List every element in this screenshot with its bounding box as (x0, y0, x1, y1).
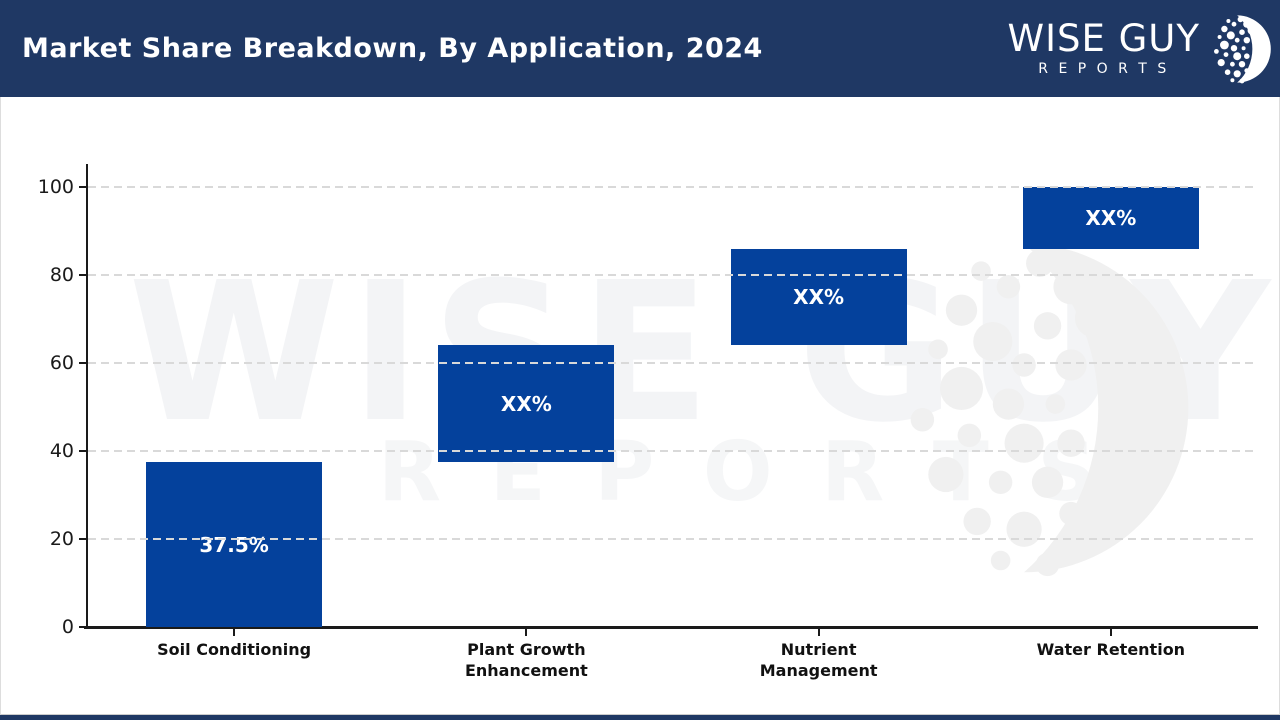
y-tick-mark (79, 274, 87, 276)
y-tick-label: 0 (61, 616, 74, 638)
bar-value-label: XX% (793, 284, 845, 309)
gridline (88, 186, 1257, 188)
x-tick-mark (525, 629, 528, 636)
logo-subtitle: R E P O R T S (1038, 61, 1170, 77)
y-tick-label: 100 (37, 176, 74, 198)
y-tick-label: 80 (49, 264, 74, 286)
logo-face-icon (1214, 14, 1271, 83)
x-tick-mark (1109, 629, 1112, 636)
page-title: Market Share Breakdown, By Application, … (22, 33, 763, 64)
category-label-line: Water Retention (1036, 640, 1186, 659)
category-label: Soil Conditioning (88, 639, 380, 660)
category-label: Water Retention (965, 639, 1257, 660)
gridline (88, 538, 1257, 540)
bar-value-label: XX% (1085, 205, 1137, 230)
gridline (88, 274, 1257, 276)
category-label-line: Nutrient (780, 640, 857, 659)
category-label-line: Plant Growth (467, 640, 586, 659)
logo-text: WISE GUY R E P O R T S (1007, 17, 1200, 78)
wiseguy-logo: WISE GUY R E P O R T S (1008, 0, 1274, 97)
header: Market Share Breakdown, By Application, … (0, 0, 1280, 97)
y-axis (86, 164, 88, 629)
y-tick-mark (79, 186, 87, 188)
bar: XX% (438, 345, 615, 462)
y-tick-mark (79, 626, 87, 628)
footer-bar (0, 715, 1280, 720)
bar-value-label: XX% (500, 391, 552, 416)
x-tick-mark (233, 629, 236, 636)
gridline (88, 450, 1257, 452)
category-label-line: Enhancement (464, 661, 588, 680)
y-tick-mark (79, 362, 87, 364)
category-label-line: Soil Conditioning (157, 640, 312, 659)
y-tick-label: 60 (49, 352, 74, 374)
category-label-line: Management (759, 661, 878, 680)
bar: 37.5% (146, 462, 323, 627)
y-tick-mark (79, 450, 87, 452)
gridline (88, 362, 1257, 364)
x-tick-mark (817, 629, 820, 636)
category-label: Nutrient Management (673, 639, 965, 681)
bar: XX% (730, 248, 907, 346)
x-axis (84, 626, 1258, 629)
bar: XX% (1022, 187, 1199, 249)
category-label: Plant Growth Enhancement (380, 639, 672, 681)
logo-wordmark: WISE GUY (1007, 17, 1200, 60)
y-tick-mark (79, 538, 87, 540)
y-tick-label: 40 (49, 440, 74, 462)
y-tick-label: 20 (49, 528, 74, 550)
bar-value-label: 37.5% (199, 532, 269, 557)
